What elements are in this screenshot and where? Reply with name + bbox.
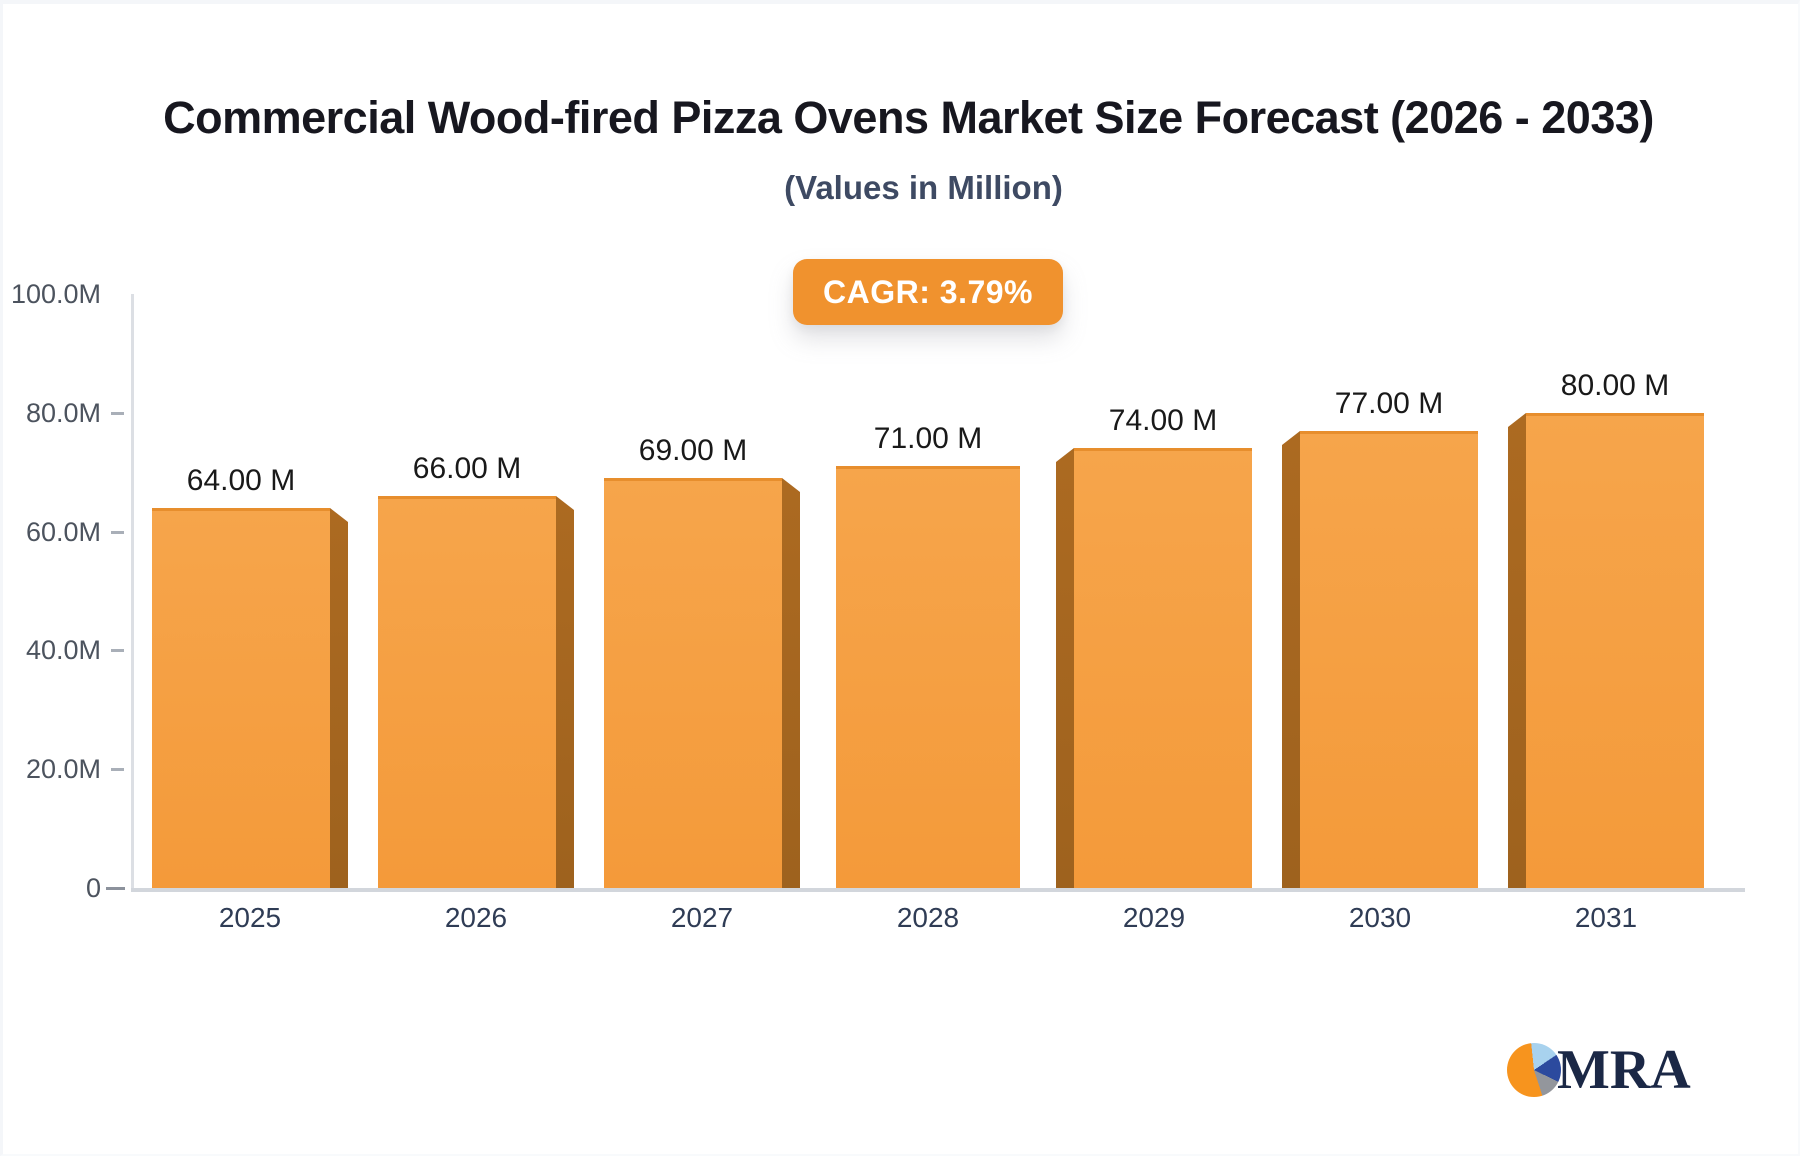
x-axis-year-label: 2025: [218, 902, 282, 933]
chart-subtitle: (Values in Million): [784, 169, 1063, 206]
bar-value-label: 64.00 M: [186, 464, 296, 497]
bar-face: [1526, 413, 1704, 888]
x-axis-line: [131, 888, 1745, 892]
y-tick-label: 60.0M: [25, 516, 101, 547]
y-tick-label: 20.0M: [25, 754, 101, 785]
bar-value-label: 69.00 M: [638, 434, 748, 467]
x-axis-year-label: 2031: [1574, 902, 1638, 933]
x-axis-year-label: 2028: [896, 902, 960, 933]
y-tick-label: 80.0M: [25, 397, 101, 428]
bar-group: 71.00 M: [836, 422, 1020, 888]
mra-logo: MRA: [1507, 1040, 1691, 1100]
x-axis-year-label: 2029: [1122, 902, 1186, 933]
bar-side-face: [1282, 431, 1300, 888]
bar-side-face: [782, 478, 800, 888]
y-axis-line: [131, 294, 134, 890]
bar-value-label: 74.00 M: [1108, 404, 1218, 437]
bar-face: [1300, 431, 1478, 888]
bar-group: 64.00 M: [152, 464, 348, 888]
bar-value-label: 71.00 M: [873, 422, 983, 455]
bar-value-label: 80.00 M: [1560, 369, 1670, 402]
x-axis-year-label: 2030: [1348, 902, 1412, 933]
bar-side-face: [556, 496, 574, 888]
bar-group: 74.00 M: [1056, 404, 1252, 888]
bar-face: [152, 508, 330, 888]
bar-chart-plot: 100.0M 80.0M 60.0M 40.0M 20.0M 0 64.00 M 66.00…: [3, 4, 1798, 1154]
x-axis-year-label: 2027: [670, 902, 734, 933]
y-tick-label: 100.0M: [10, 279, 101, 309]
bar-group: 77.00 M: [1282, 387, 1478, 888]
y-tick-label: 40.0M: [25, 635, 101, 666]
bar-group: 66.00 M: [378, 452, 574, 888]
y-tick-dash: [111, 411, 124, 415]
x-axis-year-label: 2026: [444, 902, 508, 933]
bar-face: [378, 496, 556, 888]
cagr-badge-label: CAGR: 3.79%: [823, 273, 1033, 310]
bar-value-label: 66.00 M: [412, 452, 522, 485]
pie-chart-logo-icon: [1507, 1043, 1561, 1097]
bar-side-face: [330, 508, 348, 888]
y-tick-dash: [111, 649, 124, 653]
bar-face: [836, 466, 1020, 888]
bar-side-face: [1056, 448, 1074, 888]
bar-group: 69.00 M: [604, 434, 800, 888]
cagr-badge: CAGR: 3.79%: [793, 259, 1063, 325]
bar-face: [1074, 448, 1252, 888]
bar-value-label: 77.00 M: [1334, 387, 1444, 420]
y-tick-dash: [111, 768, 124, 772]
bar-face: [604, 478, 782, 888]
chart-title: Commercial Wood-fired Pizza Ovens Market…: [163, 92, 1654, 143]
logo-text: MRA: [1557, 1039, 1691, 1101]
bar-group: 80.00 M: [1508, 369, 1704, 888]
y-tick-dash: [106, 887, 125, 890]
bar-side-face: [1508, 413, 1526, 888]
y-tick-label: 0: [85, 873, 101, 903]
y-tick-dash: [111, 530, 124, 534]
